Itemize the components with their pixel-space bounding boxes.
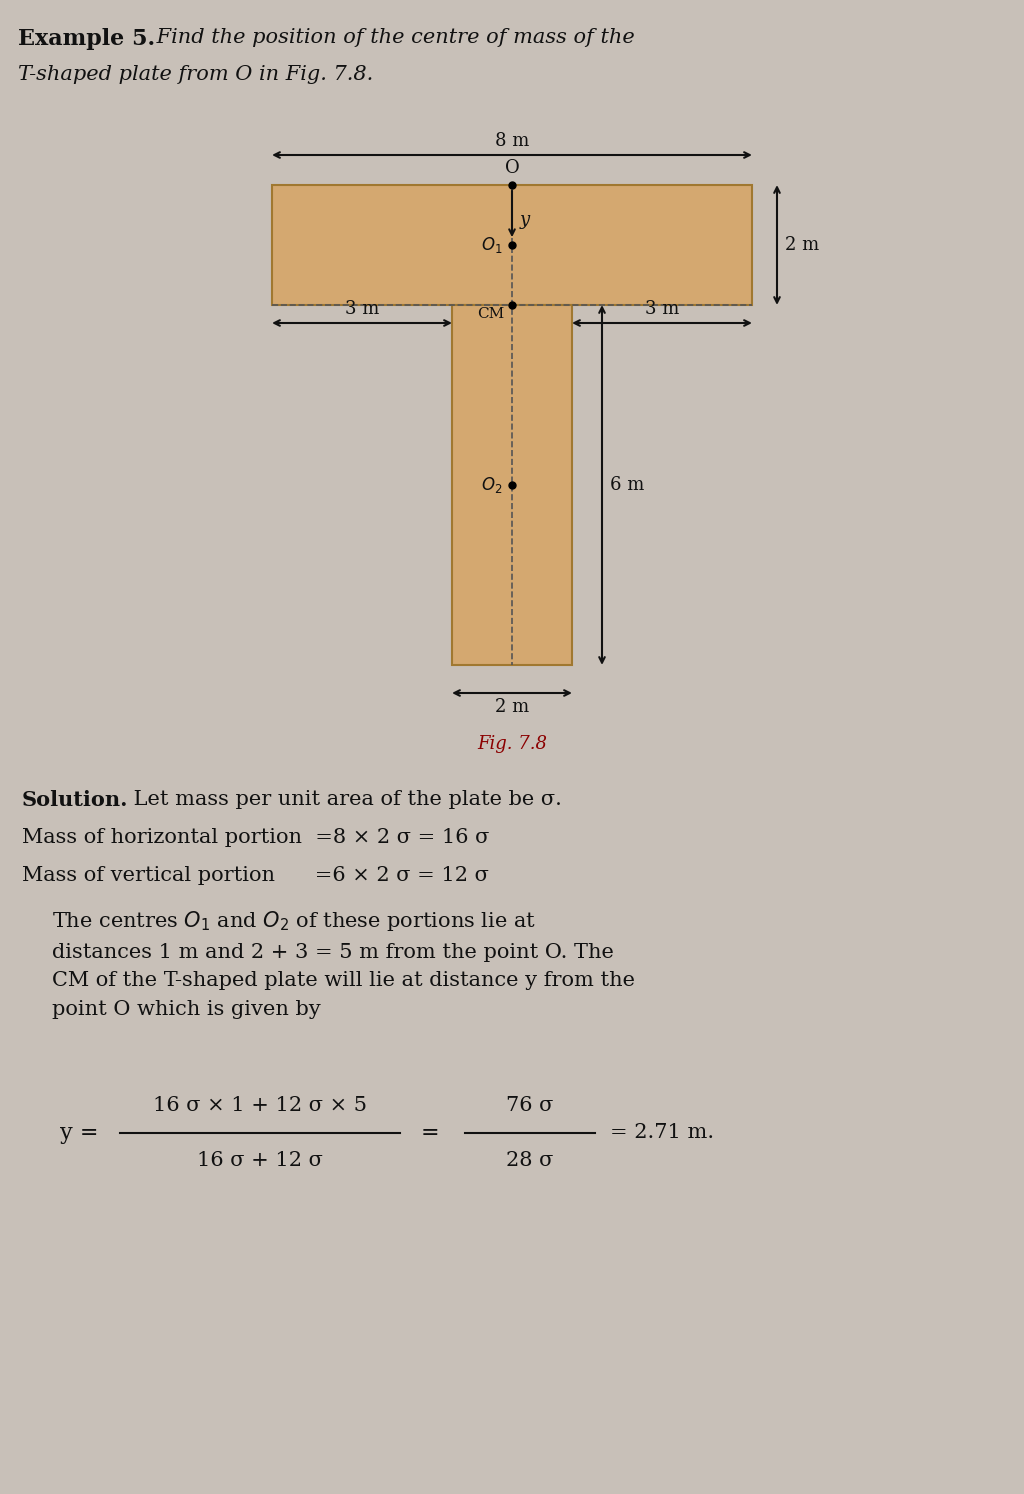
Text: CM: CM <box>477 306 504 321</box>
Text: 16 σ × 1 + 12 σ × 5: 16 σ × 1 + 12 σ × 5 <box>153 1097 367 1115</box>
Text: T-shaped plate from O in Fig. 7.8.: T-shaped plate from O in Fig. 7.8. <box>18 66 374 84</box>
Text: Let mass per unit area of the plate be σ.: Let mass per unit area of the plate be σ… <box>127 790 562 808</box>
Text: Mass of horizontal portion  =8 × 2 σ = 16 σ: Mass of horizontal portion =8 × 2 σ = 16… <box>22 828 489 847</box>
Bar <box>272 185 752 305</box>
Text: The centres $O_1$ and $O_2$ of these portions lie at
distances 1 m and 2 + 3 = 5: The centres $O_1$ and $O_2$ of these por… <box>52 908 635 1019</box>
Text: 2 m: 2 m <box>785 236 819 254</box>
Text: 16 σ + 12 σ: 16 σ + 12 σ <box>197 1150 323 1170</box>
Text: Find the position of the centre of mass of the: Find the position of the centre of mass … <box>150 28 635 46</box>
Text: y: y <box>520 211 530 229</box>
Text: y =: y = <box>60 1122 98 1144</box>
Text: 76 σ: 76 σ <box>506 1097 554 1115</box>
Text: =: = <box>421 1122 439 1144</box>
Text: Fig. 7.8: Fig. 7.8 <box>477 735 547 753</box>
Text: 8 m: 8 m <box>495 131 529 149</box>
Text: O: O <box>505 158 519 176</box>
Text: Mass of vertical portion      =6 × 2 σ = 12 σ: Mass of vertical portion =6 × 2 σ = 12 σ <box>22 867 488 884</box>
Text: Example 5.: Example 5. <box>18 28 155 49</box>
Text: $O_2$: $O_2$ <box>480 475 502 495</box>
Text: 2 m: 2 m <box>495 698 529 716</box>
Text: 6 m: 6 m <box>610 477 644 495</box>
Text: 3 m: 3 m <box>645 300 679 318</box>
Text: 3 m: 3 m <box>345 300 379 318</box>
Text: = 2.71 m.: = 2.71 m. <box>610 1123 714 1143</box>
Text: $O_1$: $O_1$ <box>480 235 502 255</box>
Text: 28 σ: 28 σ <box>506 1150 554 1170</box>
Text: Solution.: Solution. <box>22 790 128 810</box>
Bar <box>452 305 572 665</box>
